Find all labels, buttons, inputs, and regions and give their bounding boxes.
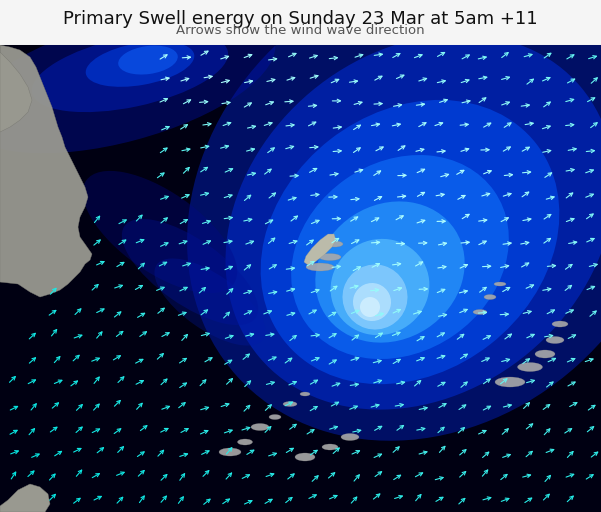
Ellipse shape — [316, 201, 465, 343]
Ellipse shape — [300, 392, 310, 396]
Ellipse shape — [306, 263, 334, 271]
Ellipse shape — [552, 321, 568, 327]
Ellipse shape — [517, 362, 543, 372]
Ellipse shape — [360, 297, 380, 317]
Ellipse shape — [154, 259, 266, 346]
Ellipse shape — [343, 265, 407, 330]
Polygon shape — [0, 45, 32, 132]
Ellipse shape — [473, 310, 487, 314]
Ellipse shape — [535, 350, 555, 358]
Polygon shape — [0, 45, 92, 297]
Ellipse shape — [32, 32, 228, 112]
Ellipse shape — [341, 434, 359, 440]
Ellipse shape — [331, 239, 429, 335]
Ellipse shape — [83, 171, 237, 293]
Ellipse shape — [546, 336, 564, 344]
Ellipse shape — [187, 0, 601, 441]
Ellipse shape — [261, 100, 560, 384]
Ellipse shape — [237, 439, 252, 445]
Ellipse shape — [219, 448, 241, 456]
Text: Arrows show the wind wave direction: Arrows show the wind wave direction — [176, 24, 425, 37]
Ellipse shape — [295, 453, 315, 461]
Ellipse shape — [269, 415, 281, 419]
Ellipse shape — [225, 34, 601, 410]
Ellipse shape — [118, 46, 178, 75]
Polygon shape — [0, 484, 50, 512]
Ellipse shape — [86, 41, 194, 87]
Ellipse shape — [495, 377, 525, 387]
Ellipse shape — [122, 219, 258, 325]
Ellipse shape — [291, 155, 509, 359]
Ellipse shape — [283, 401, 297, 407]
Ellipse shape — [327, 241, 343, 247]
Polygon shape — [304, 234, 336, 265]
Ellipse shape — [494, 282, 506, 286]
Ellipse shape — [319, 253, 341, 261]
Ellipse shape — [484, 294, 496, 300]
Ellipse shape — [322, 444, 338, 450]
Ellipse shape — [0, 11, 275, 153]
Ellipse shape — [353, 283, 391, 321]
Ellipse shape — [251, 423, 269, 431]
Text: Primary Swell energy on Sunday 23 Mar at 5am +11: Primary Swell energy on Sunday 23 Mar at… — [63, 10, 538, 28]
